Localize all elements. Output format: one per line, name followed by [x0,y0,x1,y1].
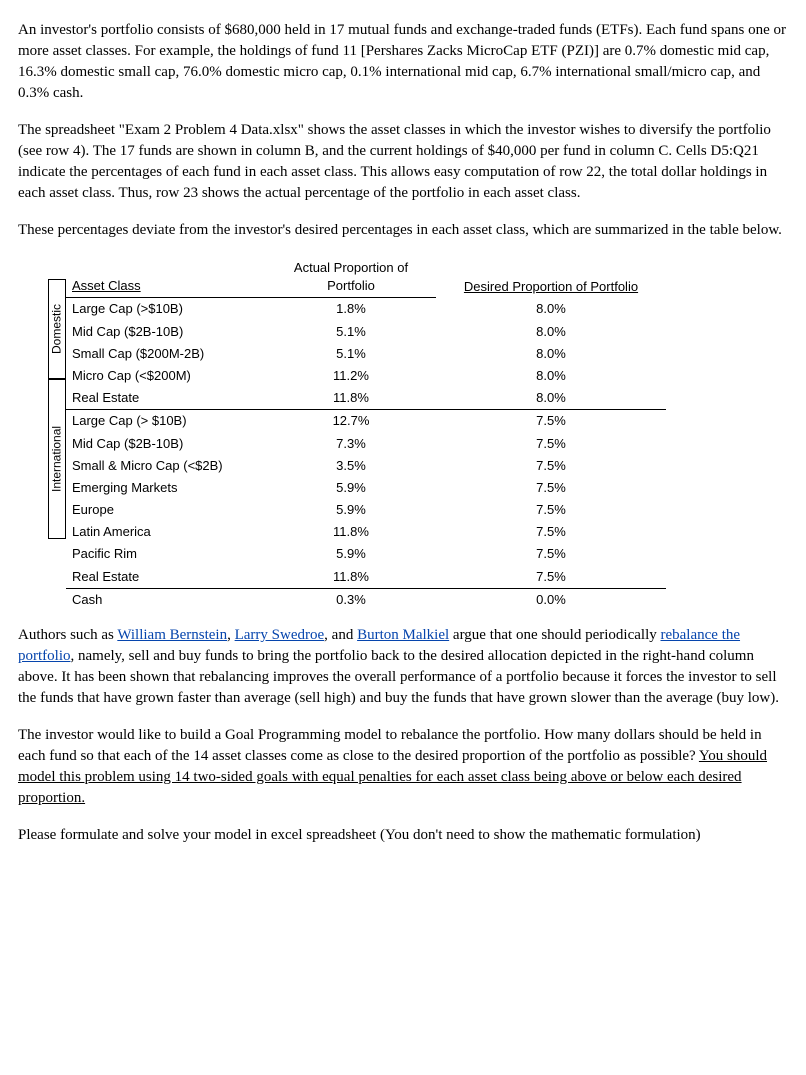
table-row: Micro Cap (<$200M)11.2%8.0% [66,365,666,387]
cell-actual: 5.9% [266,477,436,499]
cell-asset-name: Europe [66,499,266,521]
cell-desired: 0.0% [436,588,666,611]
cell-actual: 11.8% [266,521,436,543]
cell-desired: 8.0% [436,321,666,343]
cell-actual: 11.2% [266,365,436,387]
cell-desired: 7.5% [436,433,666,455]
table-row: Real Estate11.8%7.5% [66,566,666,589]
table-row: Large Cap (>$10B)1.8%8.0% [66,298,666,321]
cell-asset-name: Real Estate [66,387,266,410]
cell-desired: 7.5% [436,410,666,433]
cell-desired: 7.5% [436,543,666,565]
table-row: Pacific Rim5.9%7.5% [66,543,666,565]
table-header-row: Asset Class Actual Proportion of Portfol… [66,257,666,298]
cell-desired: 7.5% [436,499,666,521]
asset-table: Asset Class Actual Proportion of Portfol… [66,257,666,611]
cell-desired: 8.0% [436,343,666,365]
cell-asset-name: Emerging Markets [66,477,266,499]
cell-actual: 12.7% [266,410,436,433]
link-larry-swedroe[interactable]: Larry Swedroe [235,627,325,643]
cell-actual: 5.9% [266,543,436,565]
table-group-labels: DomesticInternational [48,279,66,611]
cell-actual: 3.5% [266,455,436,477]
cell-actual: 11.8% [266,566,436,589]
col-header-desired: Desired Proportion of Portfolio [436,257,666,298]
table-row: Real Estate11.8%8.0% [66,387,666,410]
cell-asset-name: Real Estate [66,566,266,589]
cell-actual: 5.1% [266,343,436,365]
link-william-bernstein[interactable]: William Bernstein [117,627,227,643]
cell-desired: 7.5% [436,566,666,589]
cell-asset-name: Pacific Rim [66,543,266,565]
text: argue that one should periodically [449,627,660,643]
table-row: Small Cap ($200M-2B)5.1%8.0% [66,343,666,365]
cell-actual: 0.3% [266,588,436,611]
cell-actual: 7.3% [266,433,436,455]
closing-paragraph: Please formulate and solve your model in… [18,825,788,846]
table-row: Mid Cap ($2B-10B)5.1%8.0% [66,321,666,343]
group-label-domestic: Domestic [48,279,66,379]
cell-asset-name: Small & Micro Cap (<$2B) [66,455,266,477]
text: Authors such as [18,627,117,643]
text: , namely, sell and buy funds to bring th… [18,648,779,706]
intro-paragraph-1: An investor's portfolio consists of $680… [18,20,788,104]
col-header-asset-class: Asset Class [66,257,266,298]
cell-asset-name: Cash [66,588,266,611]
goal-programming-paragraph: The investor would like to build a Goal … [18,725,788,809]
cell-desired: 7.5% [436,477,666,499]
group-spacer [48,539,66,559]
table-row: Large Cap (> $10B)12.7%7.5% [66,410,666,433]
table-row: Latin America11.8%7.5% [66,521,666,543]
table-row: Mid Cap ($2B-10B)7.3%7.5% [66,433,666,455]
cell-asset-name: Mid Cap ($2B-10B) [66,433,266,455]
cell-asset-name: Latin America [66,521,266,543]
intro-paragraph-3: These percentages deviate from the inves… [18,220,788,241]
cell-desired: 8.0% [436,387,666,410]
group-label-international: International [48,379,66,539]
text: , [227,627,235,643]
col-header-actual: Actual Proportion of Portfolio [266,257,436,298]
cell-asset-name: Small Cap ($200M-2B) [66,343,266,365]
intro-paragraph-2: The spreadsheet "Exam 2 Problem 4 Data.x… [18,120,788,204]
cell-actual: 5.9% [266,499,436,521]
table-row: Emerging Markets5.9%7.5% [66,477,666,499]
text: The investor would like to build a Goal … [18,727,762,764]
cell-desired: 7.5% [436,455,666,477]
cell-actual: 1.8% [266,298,436,321]
table-row: Cash0.3%0.0% [66,588,666,611]
table-row: Europe5.9%7.5% [66,499,666,521]
cell-desired: 8.0% [436,365,666,387]
cell-actual: 5.1% [266,321,436,343]
cell-actual: 11.8% [266,387,436,410]
link-burton-malkiel[interactable]: Burton Malkiel [357,627,449,643]
cell-desired: 7.5% [436,521,666,543]
table-row: Small & Micro Cap (<$2B)3.5%7.5% [66,455,666,477]
text: , and [324,627,357,643]
cell-asset-name: Large Cap (> $10B) [66,410,266,433]
cell-asset-name: Large Cap (>$10B) [66,298,266,321]
cell-desired: 8.0% [436,298,666,321]
cell-asset-name: Mid Cap ($2B-10B) [66,321,266,343]
asset-allocation-table: DomesticInternational Asset Class Actual… [48,257,788,611]
cell-asset-name: Micro Cap (<$200M) [66,365,266,387]
authors-paragraph: Authors such as William Bernstein, Larry… [18,625,788,709]
